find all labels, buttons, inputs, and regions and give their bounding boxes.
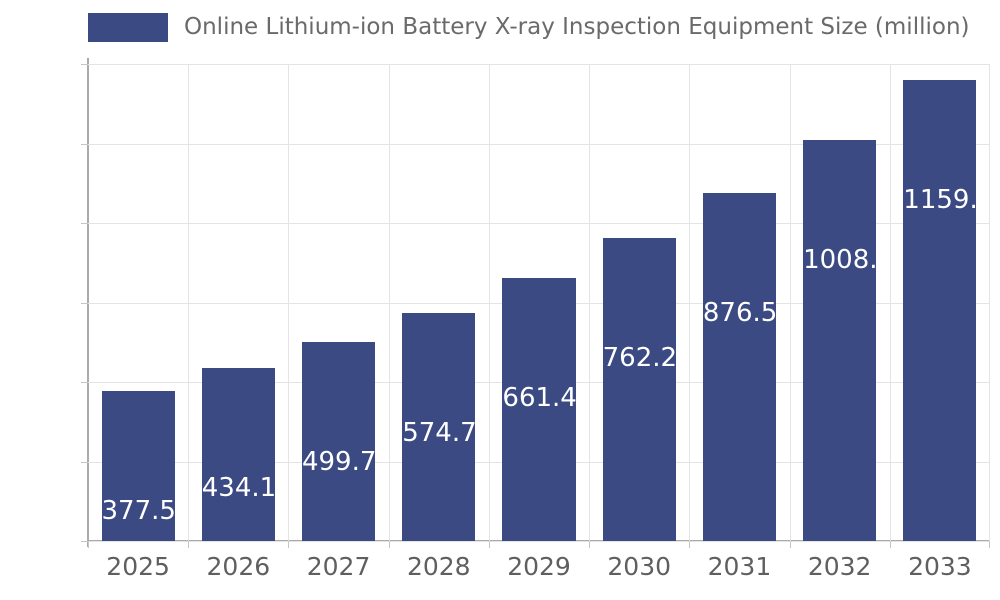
- y-gridline: [88, 223, 990, 224]
- chart-legend: Online Lithium-ion Battery X-ray Inspect…: [88, 11, 970, 43]
- x-gridline: [188, 64, 190, 541]
- x-gridline: [488, 64, 490, 541]
- y-gridline: [88, 143, 990, 145]
- y-tick-mark: [81, 541, 88, 542]
- bar[interactable]: [301, 342, 376, 541]
- y-gridline: [88, 541, 990, 542]
- x-tick-label: 2033: [908, 552, 972, 581]
- x-tick-label: 2031: [707, 552, 772, 581]
- x-gridline: [789, 64, 791, 541]
- y-tick-mark: [81, 223, 88, 224]
- legend-series-label: Online Lithium-ion Battery X-ray Inspect…: [184, 13, 970, 40]
- bar[interactable]: [502, 278, 576, 541]
- x-tick-label: 2030: [607, 552, 672, 581]
- x-tick-label: 2028: [406, 552, 471, 581]
- x-tick-mark: [288, 541, 290, 548]
- y-tick-mark: [81, 64, 88, 65]
- x-tick-mark: [789, 541, 791, 548]
- x-tick-label: 2029: [507, 552, 571, 581]
- x-tick-mark: [989, 541, 990, 548]
- x-gridline: [388, 64, 390, 541]
- legend-color-swatch: [88, 12, 168, 42]
- bar[interactable]: [201, 368, 275, 541]
- x-tick-mark: [88, 541, 89, 548]
- bar[interactable]: [702, 192, 777, 541]
- x-gridline: [889, 64, 891, 541]
- x-gridline: [689, 64, 691, 541]
- x-gridline: [288, 64, 290, 541]
- y-tick-mark: [81, 143, 88, 145]
- x-tick-mark: [589, 541, 591, 548]
- y-tick-mark: [81, 461, 88, 463]
- x-gridline: [589, 64, 591, 541]
- x-tick-mark: [689, 541, 691, 548]
- y-tick-mark: [81, 302, 88, 304]
- bar[interactable]: [903, 80, 977, 541]
- bar[interactable]: [602, 238, 676, 541]
- x-gridline: [989, 64, 990, 541]
- bar[interactable]: [402, 312, 476, 541]
- y-gridline: [88, 64, 990, 65]
- plot-area: 377.5434.125499.79574.76661.47762.2876.5…: [81, 64, 990, 548]
- x-tick-label: 2025: [106, 552, 170, 581]
- x-tick-label: 2032: [807, 552, 872, 581]
- x-tick-mark: [488, 541, 490, 548]
- bar[interactable]: [101, 390, 175, 541]
- x-tick-label: 2026: [206, 552, 271, 581]
- x-tick-mark: [188, 541, 190, 548]
- y-tick-mark: [81, 382, 88, 383]
- x-tick-mark: [889, 541, 891, 548]
- x-tick-mark: [388, 541, 390, 548]
- x-tick-label: 2027: [306, 552, 371, 581]
- bar[interactable]: [803, 140, 877, 541]
